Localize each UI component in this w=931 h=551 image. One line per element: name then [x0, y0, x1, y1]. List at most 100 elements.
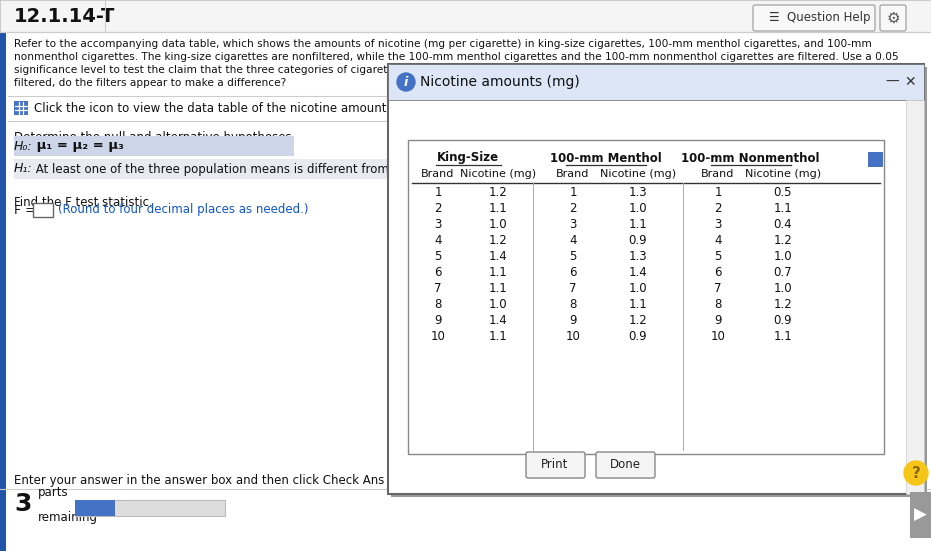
Text: ☰  Question Help: ☰ Question Help	[769, 12, 870, 24]
Text: ⚙: ⚙	[886, 10, 900, 25]
Text: 1.2: 1.2	[628, 315, 647, 327]
Text: 0.9: 0.9	[628, 235, 647, 247]
Text: H₁:: H₁:	[14, 163, 33, 176]
Text: ▶: ▶	[913, 506, 926, 524]
Text: 2: 2	[569, 203, 576, 215]
Text: (Round to four decimal places as needed.): (Round to four decimal places as needed.…	[58, 203, 308, 217]
Text: 1: 1	[569, 186, 576, 199]
Circle shape	[397, 73, 415, 91]
Text: 4: 4	[714, 235, 722, 247]
Bar	[388, 64, 924, 494]
Bar	[391, 67, 927, 497]
Text: 6: 6	[714, 267, 722, 279]
Text: 4: 4	[434, 235, 441, 247]
Bar	[868, 152, 882, 166]
Text: —: —	[885, 75, 898, 89]
FancyBboxPatch shape	[880, 5, 906, 31]
Text: 1.3: 1.3	[628, 251, 647, 263]
Text: 0.4: 0.4	[774, 219, 792, 231]
Text: 100-mm Nonmenthol: 100-mm Nonmenthol	[681, 152, 820, 165]
Text: ?: ?	[911, 466, 921, 480]
Bar	[75, 500, 225, 516]
Text: 1.4: 1.4	[489, 315, 507, 327]
Text: 1.1: 1.1	[628, 219, 647, 231]
Circle shape	[904, 461, 928, 485]
Text: 1.1: 1.1	[774, 331, 792, 343]
Text: Nicotine (mg): Nicotine (mg)	[600, 169, 676, 179]
Text: At least one of the three population means is different from the others.: At least one of the three population mea…	[32, 163, 457, 176]
Text: 1.0: 1.0	[774, 251, 792, 263]
Text: 1.1: 1.1	[489, 331, 507, 343]
Text: 1.2: 1.2	[489, 235, 507, 247]
Text: 5: 5	[570, 251, 576, 263]
Text: 7: 7	[714, 283, 722, 295]
Text: 2: 2	[434, 203, 441, 215]
Text: 3: 3	[435, 219, 441, 231]
Text: ✕: ✕	[904, 75, 916, 89]
Text: 5: 5	[714, 251, 722, 263]
Text: 3: 3	[714, 219, 722, 231]
Text: 7: 7	[569, 283, 576, 295]
Text: 8: 8	[435, 299, 441, 311]
Text: King-Size: King-Size	[437, 152, 499, 165]
Bar	[14, 136, 294, 156]
Text: 6: 6	[434, 267, 441, 279]
Text: parts: parts	[38, 486, 69, 499]
Text: Nicotine (mg): Nicotine (mg)	[460, 169, 536, 179]
Text: 1.0: 1.0	[489, 219, 507, 231]
Text: 100-mm Menthol: 100-mm Menthol	[549, 152, 661, 165]
Text: 2: 2	[714, 203, 722, 215]
Text: 8: 8	[714, 299, 722, 311]
Text: 5: 5	[435, 251, 441, 263]
Text: 9: 9	[569, 315, 576, 327]
Text: Done: Done	[610, 458, 641, 472]
Text: 0.5: 0.5	[774, 186, 792, 199]
Text: 12.1.14-T: 12.1.14-T	[14, 7, 115, 25]
Text: Enter your answer in the answer box and then click Check Ans: Enter your answer in the answer box and …	[14, 474, 385, 487]
Text: 1.0: 1.0	[628, 203, 647, 215]
Text: Find the F test statistic.: Find the F test statistic.	[14, 196, 153, 209]
Bar	[408, 140, 884, 454]
Text: 1.4: 1.4	[489, 251, 507, 263]
Text: 3: 3	[570, 219, 576, 231]
Text: 1.3: 1.3	[628, 186, 647, 199]
Text: 1: 1	[714, 186, 722, 199]
Bar	[910, 492, 931, 538]
Bar	[906, 100, 924, 494]
Text: Refer to the accompanying data table, which shows the amounts of nicotine (mg pe: Refer to the accompanying data table, wh…	[14, 39, 871, 49]
FancyBboxPatch shape	[753, 5, 875, 31]
Text: 1.1: 1.1	[489, 267, 507, 279]
Text: 7: 7	[434, 283, 441, 295]
Text: 9: 9	[434, 315, 441, 327]
Text: nonmenthol cigarettes. The king-size cigarettes are nonfiltered, while the 100-m: nonmenthol cigarettes. The king-size cig…	[14, 52, 898, 62]
Bar	[14, 101, 28, 115]
Text: Nicotine (mg): Nicotine (mg)	[745, 169, 821, 179]
Text: 1.4: 1.4	[628, 267, 647, 279]
Text: 0.9: 0.9	[774, 315, 792, 327]
Text: i: i	[404, 75, 408, 89]
Text: Brand: Brand	[557, 169, 589, 179]
Text: 10: 10	[430, 331, 445, 343]
Text: 1.2: 1.2	[774, 235, 792, 247]
FancyBboxPatch shape	[526, 452, 585, 478]
Text: Brand: Brand	[701, 169, 735, 179]
Text: 1.0: 1.0	[489, 299, 507, 311]
Bar	[0, 0, 931, 32]
Bar	[75, 500, 115, 516]
Text: significance level to test the claim that the three categories of cigarettes yie: significance level to test the claim tha…	[14, 65, 881, 75]
Text: 0.7: 0.7	[774, 267, 792, 279]
Text: Print: Print	[541, 458, 569, 472]
Text: H₀:: H₀:	[14, 139, 33, 153]
Text: 1.0: 1.0	[774, 283, 792, 295]
Text: 1.1: 1.1	[628, 299, 647, 311]
Text: filtered, do the filters appear to make a difference?: filtered, do the filters appear to make …	[14, 78, 286, 88]
Bar	[0, 0, 6, 551]
Text: μ₁ = μ₂ = μ₃: μ₁ = μ₂ = μ₃	[32, 139, 124, 153]
Bar	[33, 203, 53, 217]
Text: 0.9: 0.9	[628, 331, 647, 343]
Text: 1.1: 1.1	[774, 203, 792, 215]
Text: 10: 10	[710, 331, 725, 343]
Text: 1.0: 1.0	[628, 283, 647, 295]
FancyBboxPatch shape	[596, 452, 655, 478]
Bar	[388, 64, 924, 100]
